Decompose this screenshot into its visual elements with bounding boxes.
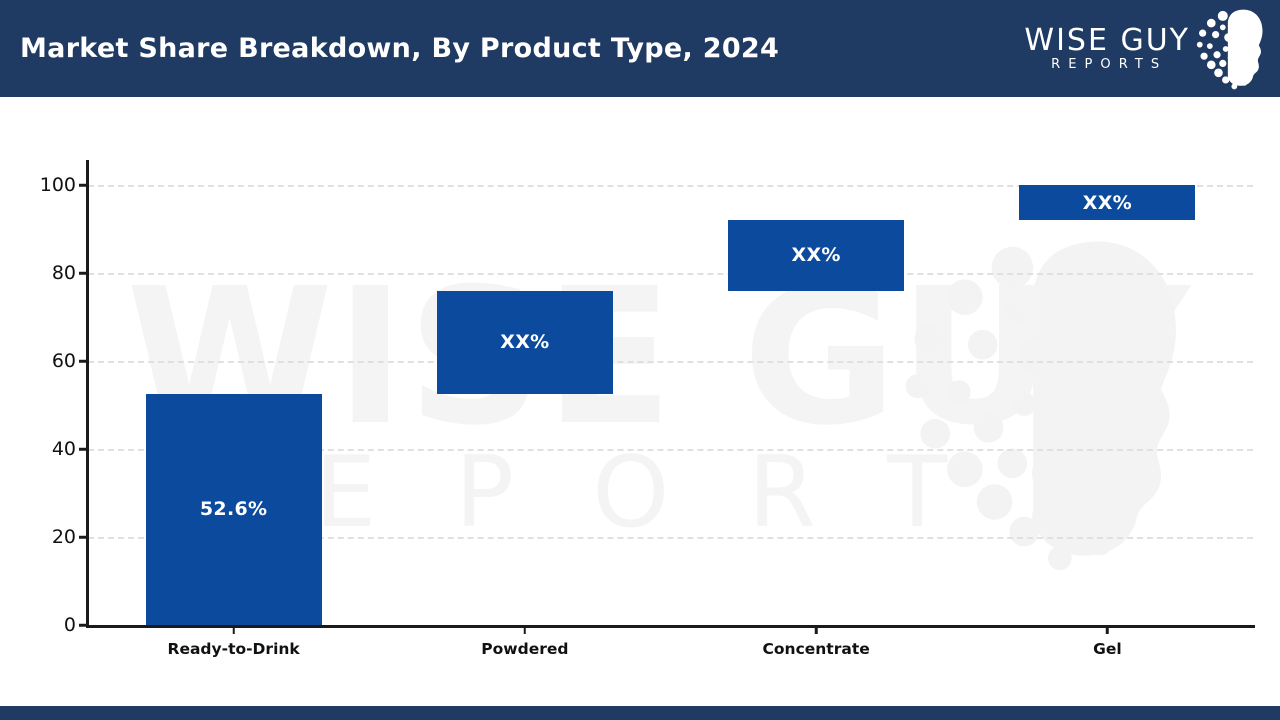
- y-axis-tick: [79, 359, 87, 363]
- x-axis-tick: [232, 627, 235, 634]
- y-axis-tick: [79, 271, 87, 275]
- y-tick-label: 40: [51, 438, 76, 460]
- y-tick-label: 0: [63, 614, 76, 636]
- y-tick-label: 100: [39, 174, 76, 196]
- y-axis-tick: [79, 623, 87, 627]
- y-tick-label: 20: [51, 526, 76, 548]
- header-bar: Market Share Breakdown, By Product Type,…: [0, 0, 1280, 97]
- bar-value-label: XX%: [791, 244, 841, 267]
- logo-reports-text: REPORTS: [1051, 57, 1168, 73]
- wiseguy-logo: WISE GUY REPORTS: [1024, 5, 1266, 93]
- y-axis-tick: [79, 535, 87, 539]
- x-axis-tick: [1106, 627, 1109, 634]
- x-axis-tick: [523, 627, 527, 634]
- bar-value-label: 52.6%: [199, 498, 268, 521]
- wiseguy-logo-head-icon: [1194, 5, 1266, 93]
- gridline-y40: [88, 449, 1253, 451]
- bar-concentrate: XX%: [728, 220, 905, 291]
- x-category-label: Powdered: [481, 640, 569, 658]
- x-category-label: Ready-to-Drink: [167, 640, 300, 658]
- logo-wordmark: WISE GUY: [1024, 22, 1190, 58]
- gridline-y80: [88, 273, 1253, 275]
- bar-powdered: XX%: [436, 290, 613, 394]
- footer-bar: [0, 706, 1280, 720]
- y-tick-label: 80: [51, 262, 76, 284]
- bar-value-label: XX%: [1082, 191, 1132, 214]
- y-tick-label: 60: [51, 350, 76, 372]
- gridline-y100: [88, 185, 1253, 187]
- bar-value-label: XX%: [500, 331, 550, 354]
- wiseguy-logo-text: WISE GUY REPORTS: [1024, 25, 1190, 73]
- gridline-y20: [88, 537, 1253, 539]
- y-axis-tick: [79, 183, 87, 187]
- y-axis-line: [86, 160, 89, 627]
- x-axis-tick: [814, 627, 818, 634]
- x-axis-line: [86, 625, 1255, 628]
- bar-ready-to-drink: 52.6%: [145, 393, 322, 625]
- bar-gel: XX%: [1019, 185, 1196, 221]
- y-axis-tick: [79, 447, 87, 451]
- x-category-label: Concentrate: [762, 640, 870, 658]
- x-category-label: Gel: [1093, 640, 1122, 658]
- page-title: Market Share Breakdown, By Product Type,…: [20, 33, 780, 64]
- gridline-y60: [88, 361, 1253, 363]
